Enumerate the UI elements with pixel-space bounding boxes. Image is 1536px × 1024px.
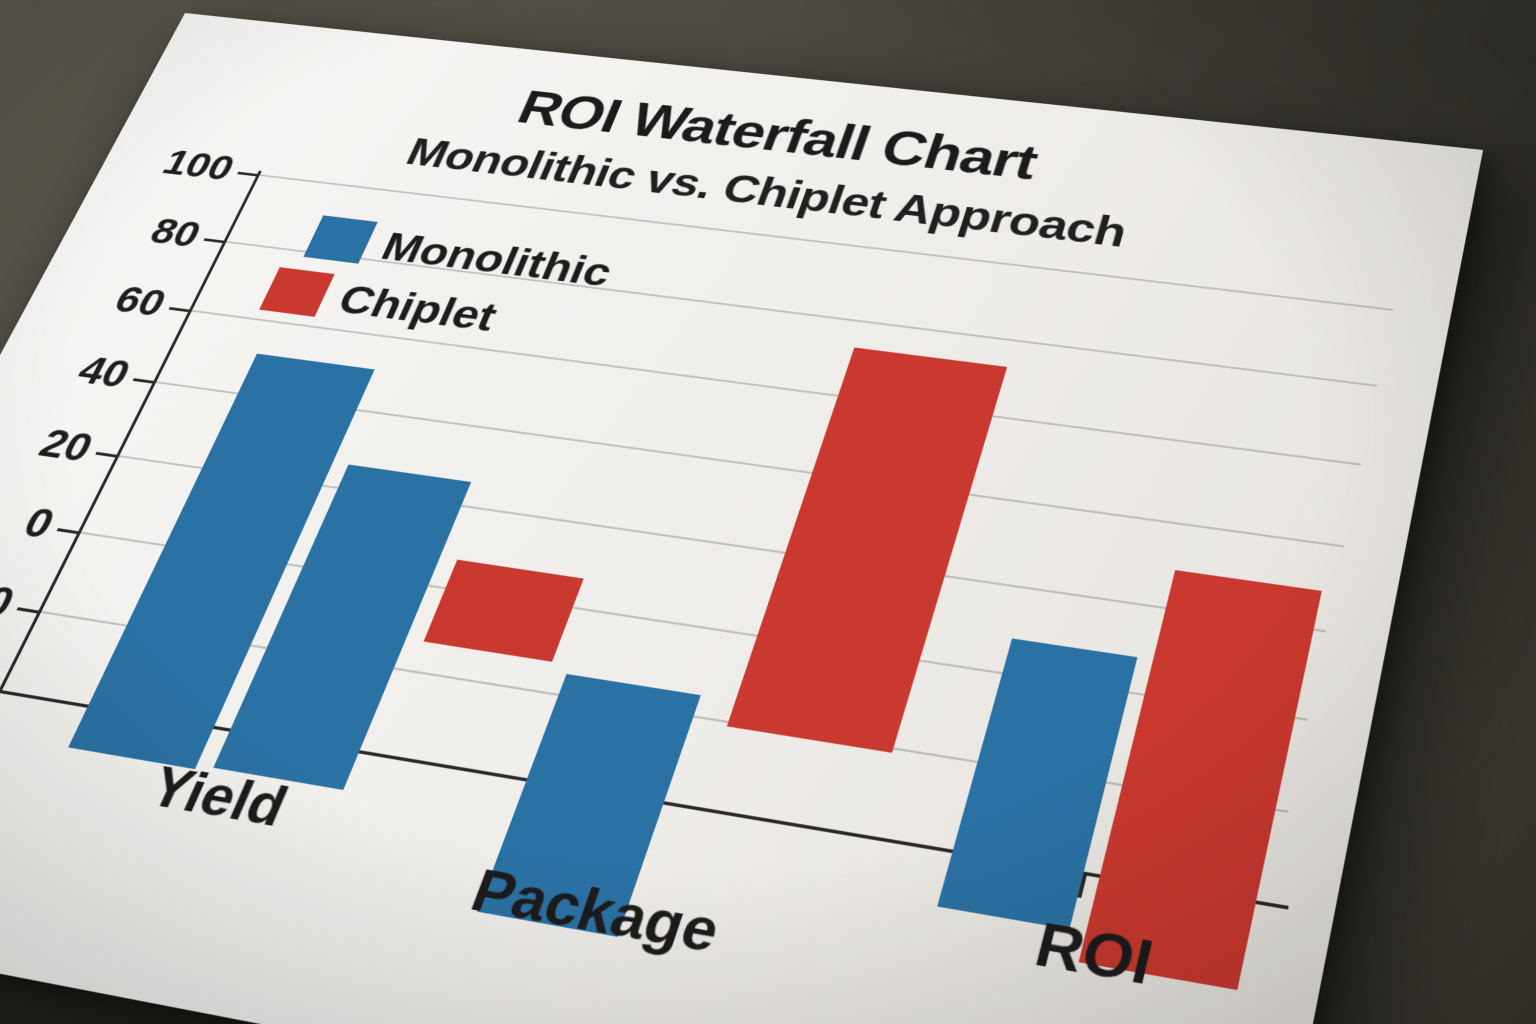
plot-area: 100 80 60 40 20 0 -10 Yield Package ROI Monoli… xyxy=(0,13,1483,1024)
y-tick-mark-40 xyxy=(132,378,156,384)
gridlines-layer xyxy=(37,13,1483,813)
y-tick-mark-100 xyxy=(237,171,260,177)
y-tick-label-60: 60 xyxy=(107,278,174,324)
y-tick-label-20: 20 xyxy=(32,420,101,470)
y-tick-label--10: -10 xyxy=(0,570,23,627)
bar-chiplet-package-3 xyxy=(423,559,584,663)
y-tick-mark--10 xyxy=(16,607,41,614)
legend-swatch-monolithic xyxy=(303,215,378,264)
legend-swatch-chiplet xyxy=(259,267,335,317)
y-tick-layer: 100 80 60 40 20 0 -10 xyxy=(0,13,1483,627)
y-tick-mark-60 xyxy=(168,307,192,313)
y-tick-mark-0 xyxy=(56,528,81,535)
y-tick-mark-20 xyxy=(95,451,119,458)
y-tick-label-0: 0 xyxy=(16,498,63,547)
y-tick-label-80: 80 xyxy=(143,210,208,255)
bars-layer xyxy=(68,13,1483,990)
y-tick-mark-80 xyxy=(203,238,226,244)
paper-sheet: ROI Waterfall Chart Monolithic vs. Chipl… xyxy=(0,13,1484,1024)
y-tick-label-100: 100 xyxy=(156,142,242,188)
y-tick-label-40: 40 xyxy=(70,348,138,396)
